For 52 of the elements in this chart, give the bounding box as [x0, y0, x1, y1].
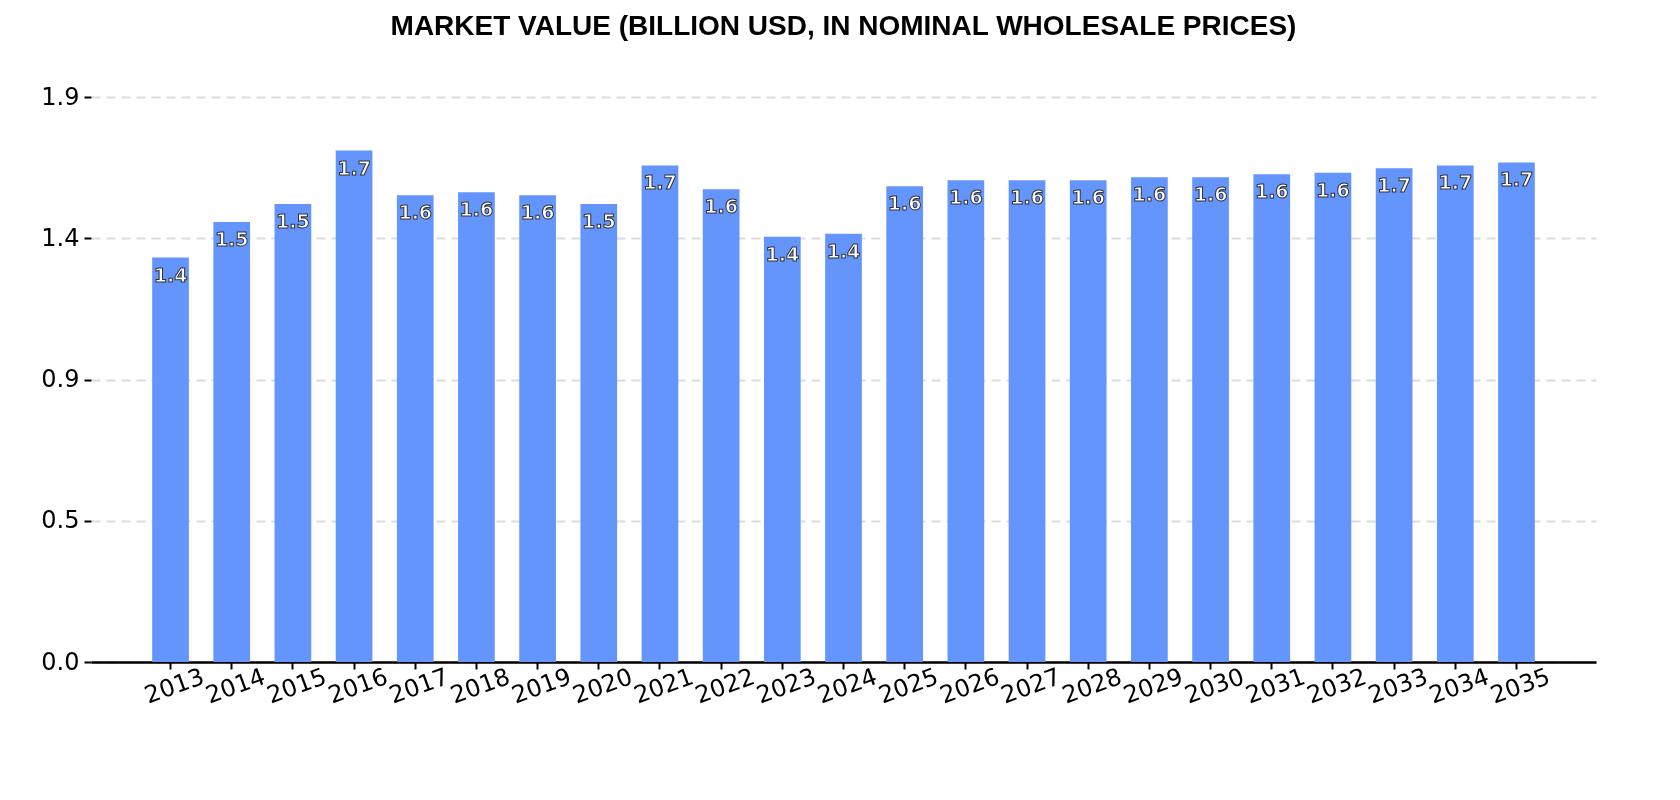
bar	[763, 236, 801, 662]
data-label: 1.6	[704, 195, 738, 218]
y-tick-label: 0.5	[41, 506, 80, 535]
chart-title: MARKET VALUE (BILLION USD, IN NOMINAL WHOLESALE PRICES)	[390, 10, 1297, 41]
data-label: 1.5	[214, 227, 249, 250]
data-label: 1.6	[459, 198, 494, 221]
data-label: 1.4	[153, 263, 188, 286]
bar	[1375, 168, 1413, 662]
bar	[641, 165, 679, 662]
data-label: 1.4	[826, 239, 861, 262]
bar	[274, 204, 312, 662]
bar	[1436, 165, 1474, 662]
data-label: 1.6	[398, 201, 433, 224]
data-label: 1.7	[1438, 171, 1473, 194]
bar	[580, 204, 618, 662]
data-label: 1.7	[1499, 168, 1534, 191]
y-tick-label: 1.9	[41, 82, 80, 111]
data-label: 1.6	[949, 186, 983, 209]
bar	[1498, 162, 1535, 662]
data-label: 1.4	[765, 242, 800, 265]
bar	[213, 221, 251, 662]
bar	[1069, 180, 1107, 662]
y-tick-label: 1.4	[41, 223, 80, 252]
data-label: 1.5	[276, 210, 310, 233]
y-tick-label: 0.0	[41, 647, 80, 676]
bar	[335, 150, 373, 662]
data-label: 1.6	[1193, 183, 1228, 206]
y-tick-label: 0.9	[41, 365, 80, 393]
data-label: 1.6	[1132, 183, 1167, 206]
bar	[396, 195, 434, 662]
bar	[947, 180, 985, 662]
bar	[1008, 180, 1046, 662]
bar	[1131, 177, 1168, 662]
bar	[1192, 177, 1229, 662]
bar	[458, 192, 495, 662]
data-label: 1.6	[1254, 180, 1289, 203]
data-label: 1.5	[581, 210, 616, 233]
data-label: 1.7	[1377, 174, 1411, 197]
bar	[152, 257, 189, 662]
data-label: 1.6	[1071, 186, 1106, 209]
data-label: 1.6	[1010, 186, 1044, 209]
data-label: 1.6	[520, 201, 555, 224]
bar	[1253, 174, 1291, 662]
data-label: 1.7	[337, 156, 371, 179]
bar	[702, 189, 740, 662]
data-label: 1.6	[1316, 178, 1350, 201]
bar	[519, 195, 556, 662]
bar	[825, 233, 862, 662]
bar	[1314, 172, 1352, 662]
bar	[886, 186, 924, 662]
data-label: 1.6	[887, 192, 922, 215]
data-label: 1.7	[643, 171, 677, 194]
